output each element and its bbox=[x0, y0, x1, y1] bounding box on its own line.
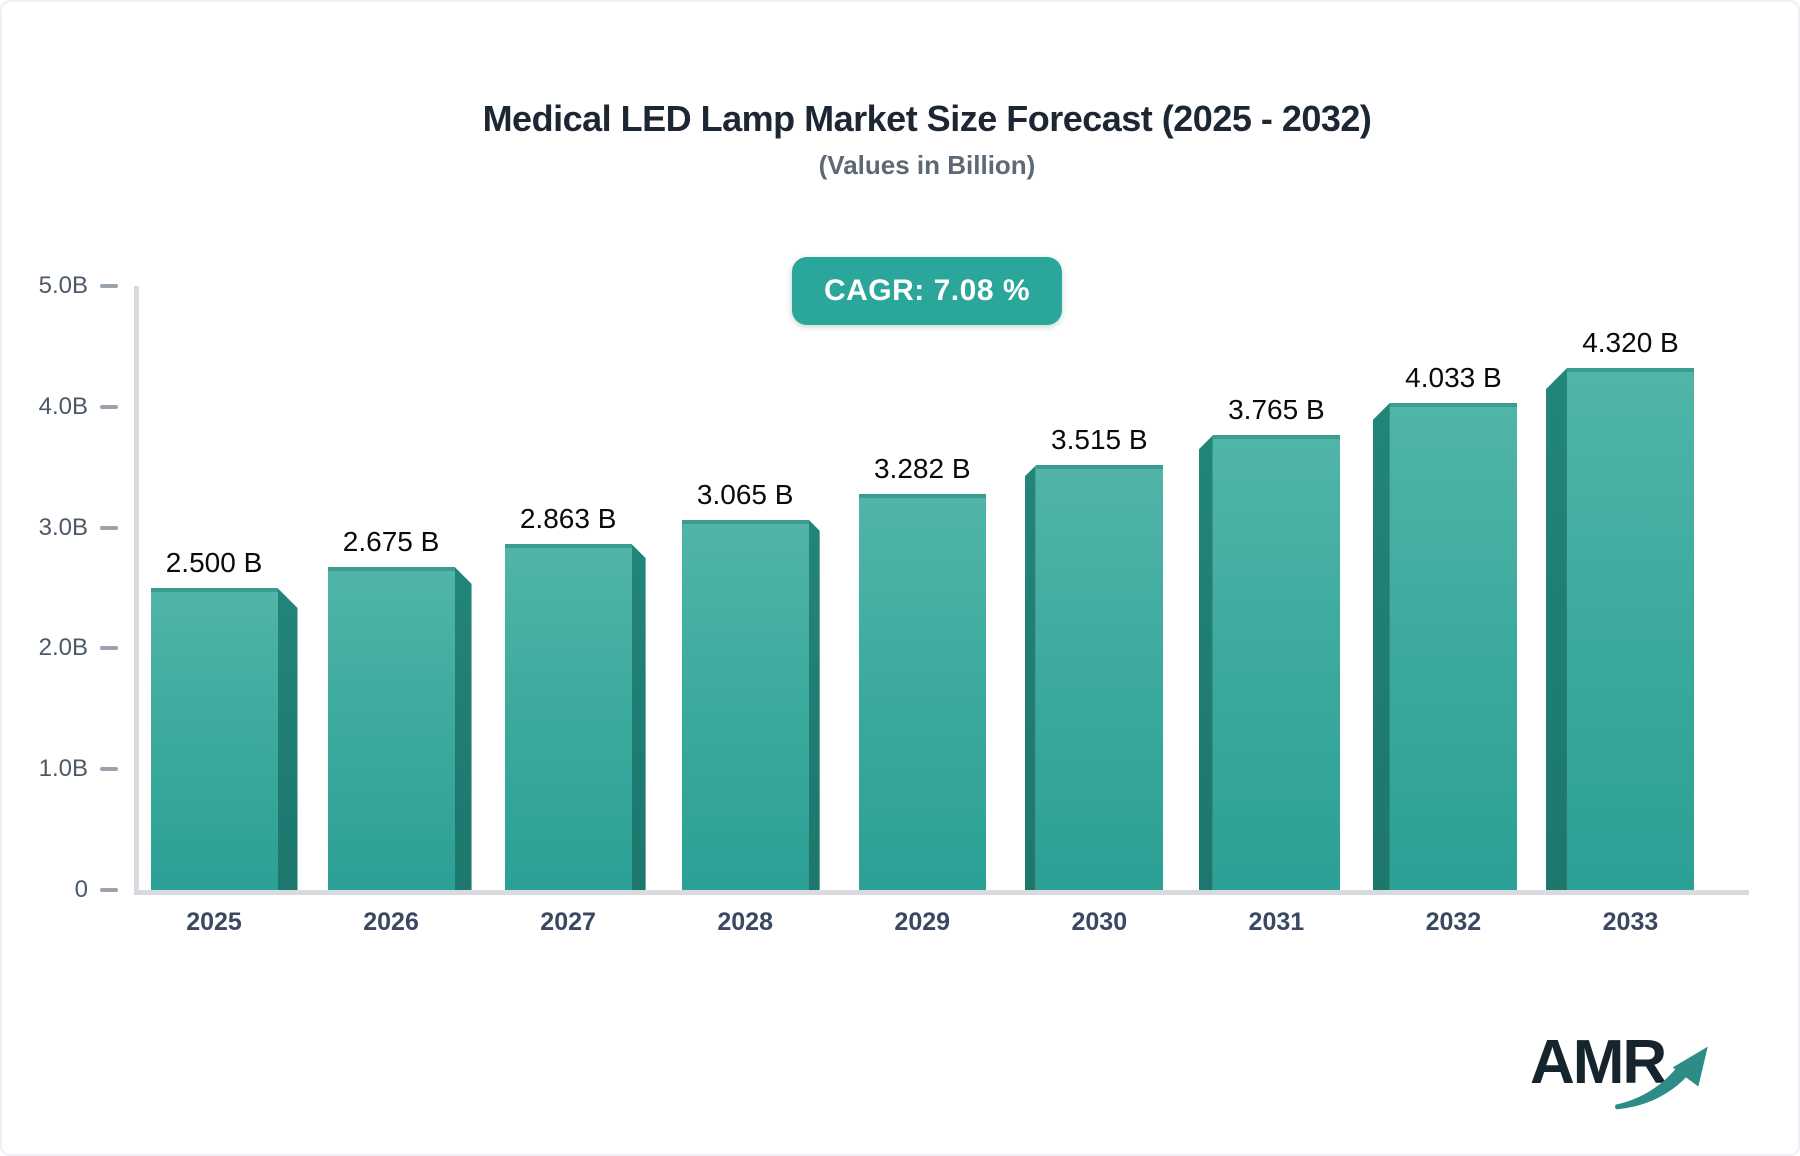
bar-2025 bbox=[150, 588, 278, 890]
growth-arrow-icon bbox=[1615, 1046, 1708, 1110]
x-axis-line bbox=[134, 890, 1749, 895]
bar-2027 bbox=[504, 544, 632, 890]
x-axis-label: 2030 bbox=[1071, 908, 1128, 936]
y-tick-mark bbox=[100, 404, 118, 409]
y-tick-label: 5.0B bbox=[38, 272, 88, 299]
bar-value-label: 3.065 B bbox=[696, 478, 794, 510]
bar-side-2032 bbox=[1372, 402, 1390, 890]
bar-side-2025 bbox=[277, 588, 298, 890]
y-tick-label: 0 bbox=[74, 876, 88, 903]
bar-value-label: 3.282 B bbox=[873, 452, 971, 484]
x-axis-label: 2025 bbox=[186, 908, 242, 936]
brand-logo-text: AMR bbox=[1530, 1028, 1667, 1097]
y-tick-mark bbox=[100, 284, 118, 288]
chart-subtitle: (Values in Billion) bbox=[818, 150, 1036, 180]
bar-2030 bbox=[1035, 465, 1163, 890]
bar-2026 bbox=[327, 566, 455, 890]
y-tick-label: 1.0B bbox=[38, 755, 88, 783]
y-tick-label: 4.0B bbox=[38, 392, 88, 420]
bar-side-2033 bbox=[1545, 368, 1567, 890]
y-tick-mark bbox=[100, 888, 118, 892]
x-axis-label: 2027 bbox=[540, 908, 596, 936]
bar-side-2030 bbox=[1024, 465, 1036, 890]
x-axis-label: 2033 bbox=[1602, 908, 1659, 936]
y-tick-mark bbox=[100, 525, 118, 530]
bar-2028 bbox=[681, 519, 809, 890]
bar-2031 bbox=[1212, 435, 1340, 890]
bar-value-label: 3.765 B bbox=[1228, 394, 1325, 426]
bar-value-label: 3.515 B bbox=[1051, 424, 1148, 456]
x-axis-label: 2032 bbox=[1425, 908, 1482, 936]
bar-side-2031 bbox=[1198, 435, 1213, 890]
bar-2033 bbox=[1566, 368, 1694, 890]
x-axis-label: 2029 bbox=[894, 908, 951, 936]
y-tick-label: 3.0B bbox=[38, 513, 88, 541]
bar-2029 bbox=[858, 493, 986, 890]
brand-logo: AMR bbox=[1530, 1032, 1715, 1112]
bar-side-2028 bbox=[808, 519, 820, 890]
bar-value-label: 4.320 B bbox=[1582, 327, 1679, 359]
x-axis-label: 2028 bbox=[717, 908, 773, 936]
bar-side-2027 bbox=[631, 544, 646, 890]
x-axis-label: 2031 bbox=[1248, 908, 1305, 936]
bar-value-label: 4.033 B bbox=[1405, 361, 1502, 393]
y-tick-mark bbox=[100, 646, 118, 651]
bar-value-label: 2.863 B bbox=[519, 503, 617, 535]
y-tick-label: 2.0B bbox=[38, 634, 88, 662]
y-axis-line bbox=[134, 286, 139, 895]
cagr-badge: CAGR: 7.08 % bbox=[791, 257, 1063, 325]
x-axis-label: 2026 bbox=[363, 908, 419, 936]
bar-value-label: 2.500 B bbox=[165, 547, 263, 578]
bar-side-2026 bbox=[454, 566, 472, 890]
bar-value-label: 2.675 B bbox=[342, 525, 440, 557]
y-tick-mark bbox=[100, 767, 118, 772]
chart-title: Medical LED Lamp Market Size Forecast (2… bbox=[482, 98, 1372, 139]
bar-2032 bbox=[1389, 402, 1517, 890]
